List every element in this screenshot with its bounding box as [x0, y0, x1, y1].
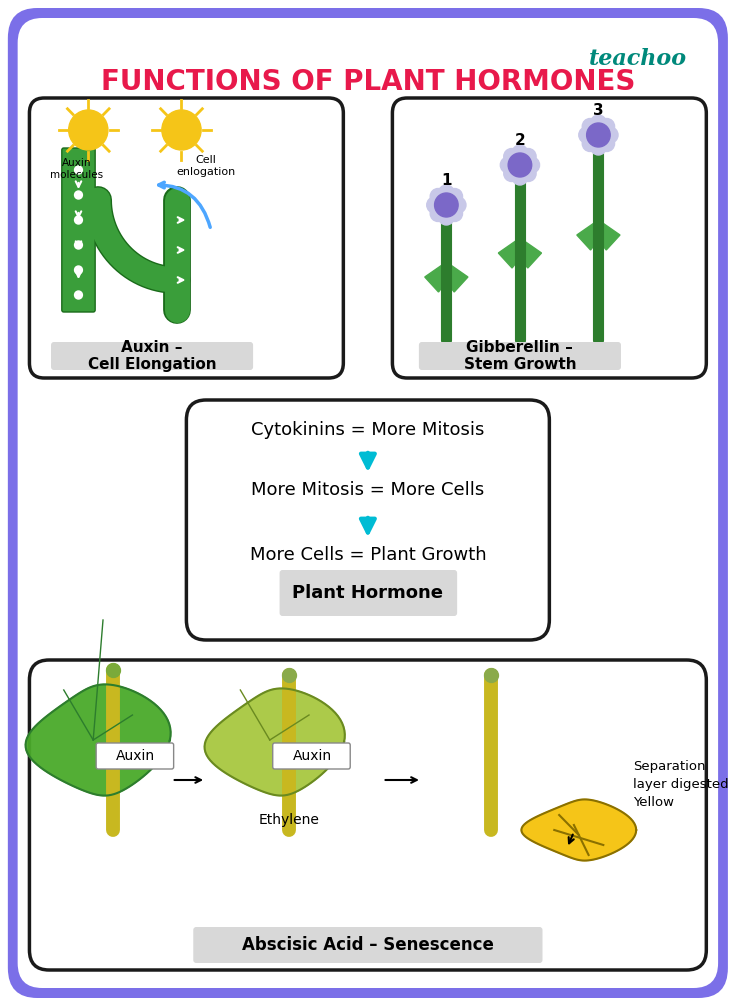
Circle shape [69, 110, 108, 150]
Text: 3: 3 [593, 103, 604, 118]
Circle shape [586, 123, 610, 147]
FancyBboxPatch shape [392, 98, 706, 378]
Circle shape [504, 149, 520, 165]
Text: Auxin: Auxin [116, 749, 155, 763]
Circle shape [427, 197, 442, 213]
Circle shape [599, 119, 614, 135]
Polygon shape [424, 262, 446, 292]
Circle shape [74, 291, 82, 299]
Text: More Mitosis = More Cells: More Mitosis = More Cells [251, 481, 484, 499]
Text: Ethylene: Ethylene [259, 813, 320, 827]
FancyBboxPatch shape [29, 98, 344, 378]
Circle shape [74, 166, 82, 174]
Circle shape [504, 165, 520, 181]
Text: teachoo: teachoo [589, 48, 687, 70]
Circle shape [434, 193, 458, 217]
FancyBboxPatch shape [96, 743, 174, 769]
Circle shape [450, 197, 466, 213]
Text: Cell
enlogation: Cell enlogation [176, 155, 236, 177]
Text: Abscisic Acid – Senescence: Abscisic Acid – Senescence [242, 936, 494, 954]
Circle shape [602, 127, 618, 143]
Text: FUNCTIONS OF PLANT HORMONES: FUNCTIONS OF PLANT HORMONES [100, 68, 635, 96]
FancyBboxPatch shape [419, 342, 621, 370]
Circle shape [524, 157, 539, 173]
Circle shape [447, 188, 463, 204]
Text: 2: 2 [514, 133, 525, 148]
Circle shape [74, 216, 82, 224]
Circle shape [447, 205, 463, 221]
Polygon shape [577, 220, 598, 250]
Circle shape [590, 139, 606, 155]
Text: Separation
layer digested
Yellow: Separation layer digested Yellow [633, 760, 728, 809]
FancyBboxPatch shape [18, 18, 718, 988]
Circle shape [500, 157, 516, 173]
Circle shape [582, 119, 598, 135]
Polygon shape [498, 238, 520, 268]
Circle shape [162, 110, 201, 150]
Text: Plant Hormone: Plant Hormone [292, 584, 443, 602]
Circle shape [512, 145, 528, 161]
FancyBboxPatch shape [273, 743, 350, 769]
Polygon shape [26, 684, 171, 796]
Text: Auxin: Auxin [292, 749, 332, 763]
Polygon shape [205, 688, 345, 796]
Circle shape [509, 153, 532, 177]
FancyBboxPatch shape [187, 400, 549, 640]
Circle shape [74, 266, 82, 274]
FancyBboxPatch shape [62, 148, 95, 312]
Circle shape [74, 241, 82, 249]
FancyBboxPatch shape [51, 342, 253, 370]
Circle shape [599, 136, 614, 152]
Text: Auxin
molecules: Auxin molecules [50, 158, 103, 180]
FancyBboxPatch shape [8, 8, 728, 998]
Circle shape [520, 149, 536, 165]
Circle shape [590, 115, 606, 131]
Circle shape [520, 165, 536, 181]
Circle shape [430, 188, 446, 204]
FancyBboxPatch shape [194, 927, 542, 963]
Circle shape [74, 191, 82, 199]
Circle shape [439, 209, 454, 225]
Polygon shape [598, 220, 620, 250]
Polygon shape [520, 238, 542, 268]
Text: Cytokinins = More Mitosis: Cytokinins = More Mitosis [251, 421, 484, 439]
FancyBboxPatch shape [280, 570, 458, 616]
Circle shape [430, 205, 446, 221]
Polygon shape [521, 800, 636, 860]
Circle shape [439, 185, 454, 201]
FancyBboxPatch shape [29, 660, 706, 970]
Circle shape [579, 127, 595, 143]
Text: Auxin –
Cell Elongation: Auxin – Cell Elongation [88, 340, 216, 372]
Text: Gibberellin –
Stem Growth: Gibberellin – Stem Growth [464, 340, 576, 372]
Text: More Cells = Plant Growth: More Cells = Plant Growth [250, 546, 486, 564]
Polygon shape [446, 262, 468, 292]
Text: 1: 1 [441, 172, 452, 187]
Circle shape [582, 136, 598, 152]
Circle shape [512, 169, 528, 185]
